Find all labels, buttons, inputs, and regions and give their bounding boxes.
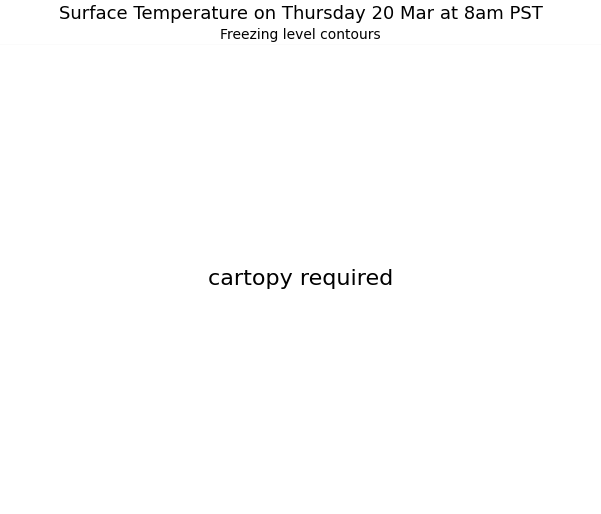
Text: Surface Temperature on Thursday 20 Mar at 8am PST: Surface Temperature on Thursday 20 Mar a… [58,5,543,23]
Text: cartopy required: cartopy required [208,269,393,288]
Text: Freezing level contours: Freezing level contours [220,28,381,42]
